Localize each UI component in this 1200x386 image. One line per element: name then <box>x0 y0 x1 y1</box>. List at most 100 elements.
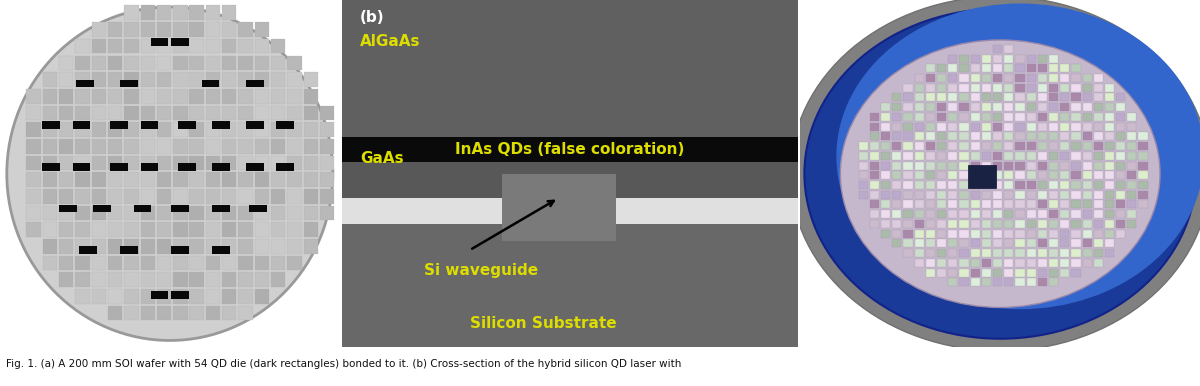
Bar <box>287 56 301 70</box>
Bar <box>212 205 229 212</box>
Bar <box>1072 259 1080 267</box>
Bar <box>948 64 958 72</box>
Bar <box>91 89 106 103</box>
Bar <box>971 259 980 267</box>
Bar <box>239 206 253 220</box>
Bar <box>1038 200 1046 208</box>
Bar <box>1026 132 1036 141</box>
Bar <box>190 39 204 54</box>
Bar <box>994 200 1002 208</box>
Bar <box>1004 45 1013 53</box>
Bar <box>1038 84 1046 92</box>
Bar <box>1038 239 1046 247</box>
Bar <box>1105 191 1114 199</box>
Bar <box>271 222 286 237</box>
Bar <box>1038 171 1046 179</box>
Bar <box>948 249 958 257</box>
Bar <box>271 39 286 54</box>
Bar <box>1116 123 1126 130</box>
Text: (a): (a) <box>13 10 37 25</box>
Bar <box>140 239 155 254</box>
Bar <box>287 122 301 137</box>
Bar <box>304 105 318 120</box>
Bar <box>859 142 868 150</box>
Bar <box>140 172 155 187</box>
Bar <box>1049 103 1058 111</box>
Bar <box>904 162 913 169</box>
Bar <box>914 249 924 257</box>
Bar <box>140 72 155 87</box>
Bar <box>173 139 187 154</box>
Bar <box>1139 162 1147 169</box>
Bar <box>971 162 980 169</box>
Bar <box>1082 113 1092 121</box>
Bar <box>26 206 41 220</box>
Bar <box>971 84 980 92</box>
Bar <box>994 230 1002 238</box>
Bar <box>960 171 968 179</box>
Bar <box>26 139 41 154</box>
Bar <box>1072 64 1080 72</box>
Bar <box>140 256 155 270</box>
Bar <box>1004 239 1013 247</box>
Bar <box>1127 113 1136 121</box>
Bar <box>1004 181 1013 189</box>
Bar <box>1082 181 1092 189</box>
Bar <box>43 189 58 203</box>
Bar <box>1049 142 1058 150</box>
Bar <box>904 132 913 141</box>
Bar <box>926 171 935 179</box>
Bar <box>982 113 991 121</box>
Bar <box>893 220 901 228</box>
Bar <box>1049 278 1058 286</box>
Bar <box>125 256 139 270</box>
Bar <box>59 205 77 212</box>
Bar <box>948 259 958 267</box>
Ellipse shape <box>791 0 1200 351</box>
Bar <box>1093 123 1103 130</box>
Bar <box>125 72 139 87</box>
Bar <box>1004 113 1013 121</box>
Bar <box>1093 152 1103 160</box>
Bar <box>870 191 880 199</box>
Bar <box>971 210 980 218</box>
Bar <box>1093 259 1103 267</box>
Bar <box>1060 181 1069 189</box>
Bar <box>1038 54 1046 63</box>
Bar <box>1015 93 1025 102</box>
Bar <box>948 152 958 160</box>
Bar <box>960 259 968 267</box>
Bar <box>157 206 172 220</box>
Bar <box>26 172 41 187</box>
Bar <box>140 222 155 237</box>
Bar <box>881 230 890 238</box>
Bar <box>239 306 253 320</box>
Bar <box>271 139 286 154</box>
Bar <box>59 139 73 154</box>
Bar <box>960 113 968 121</box>
Bar <box>937 162 947 169</box>
Bar <box>1116 181 1126 189</box>
Bar <box>1015 113 1025 121</box>
Bar <box>859 152 868 160</box>
Text: (b): (b) <box>360 10 385 25</box>
Ellipse shape <box>836 3 1200 309</box>
Bar <box>1060 142 1069 150</box>
Bar <box>1015 162 1025 169</box>
Bar <box>173 189 187 203</box>
Bar <box>1015 278 1025 286</box>
Bar <box>1105 230 1114 238</box>
Bar <box>173 156 187 170</box>
Text: Si waveguide: Si waveguide <box>424 264 539 278</box>
Bar <box>960 269 968 276</box>
Bar <box>1026 278 1036 286</box>
Bar <box>140 306 155 320</box>
Bar <box>239 105 253 120</box>
Bar <box>108 39 122 54</box>
Bar <box>1004 249 1013 257</box>
Bar <box>212 163 229 171</box>
Bar <box>960 64 968 72</box>
Bar <box>222 22 236 37</box>
Bar <box>1049 259 1058 267</box>
Bar <box>157 222 172 237</box>
